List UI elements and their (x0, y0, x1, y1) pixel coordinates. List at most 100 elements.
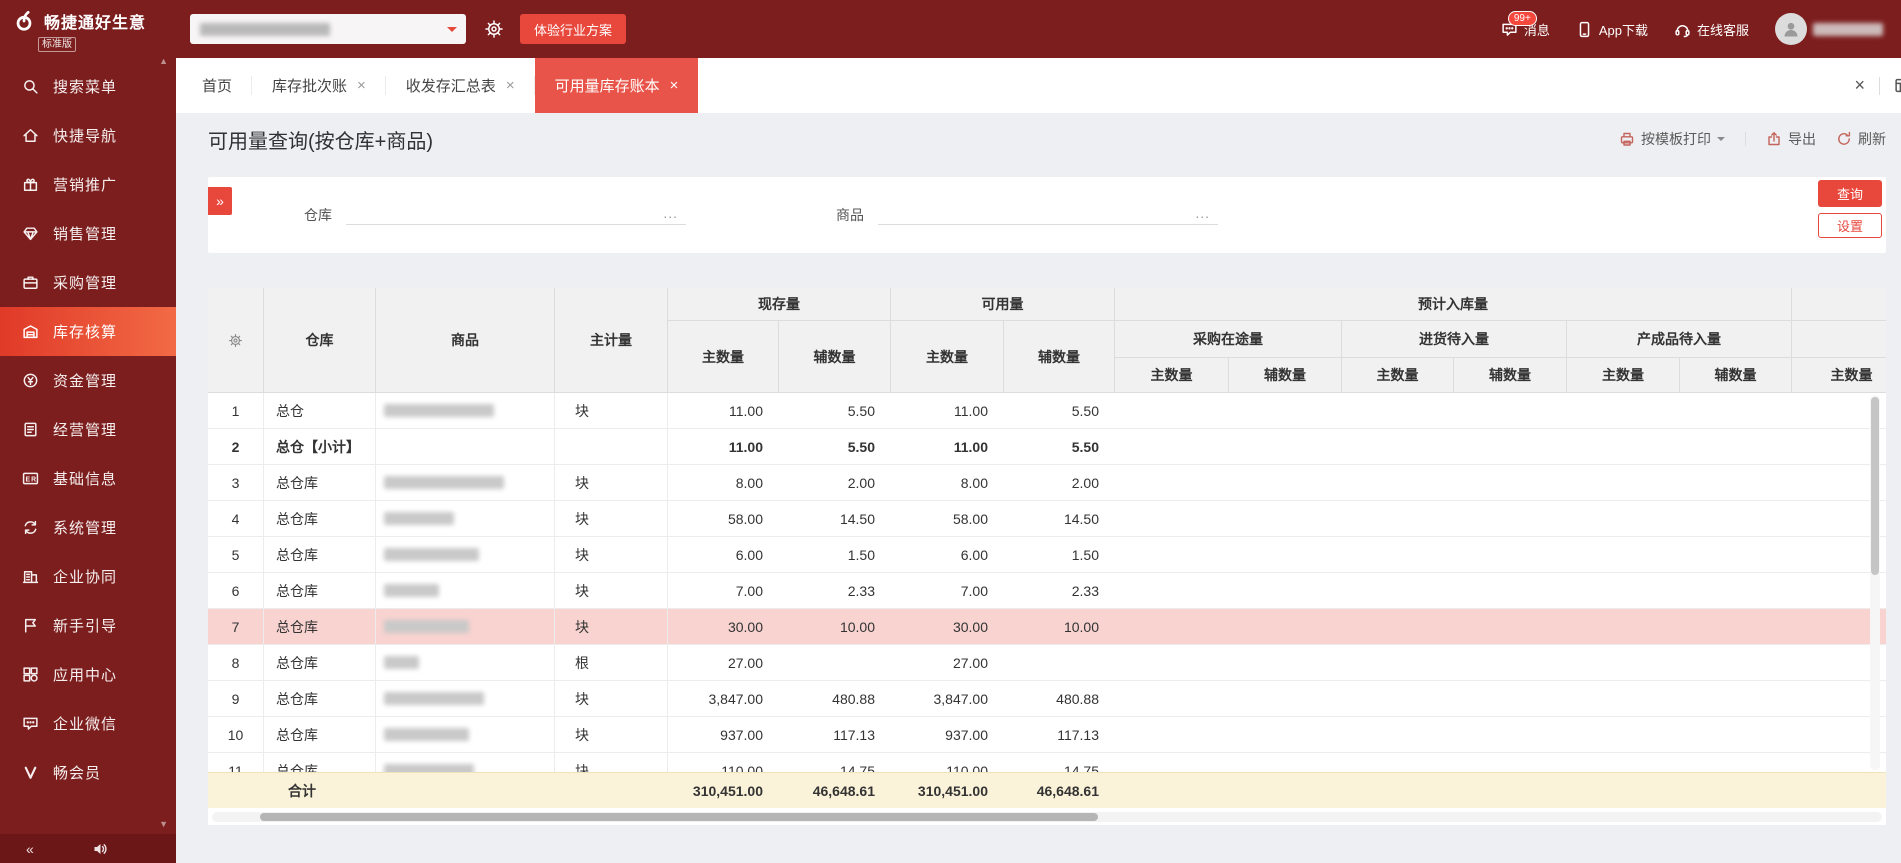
messages-button[interactable]: 消息 99+ (1501, 10, 1550, 39)
product-cell (376, 753, 555, 772)
available-main-qty-cell: 11.00 (891, 393, 1004, 429)
purchase-transit-main-cell (1115, 393, 1229, 429)
purchase-transit-aux-cell (1229, 393, 1342, 429)
horizontal-scrollbar-thumb[interactable] (260, 813, 1098, 821)
table-row[interactable]: 10 总仓库 块 937.00 117.13 937.00 117.13 (208, 717, 1886, 753)
gear-icon[interactable] (484, 19, 504, 39)
column-settings-button[interactable] (208, 288, 264, 393)
page-header: 可用量查询(按仓库+商品) 按模板打印 导出 刷新 (176, 113, 1901, 165)
app-download-button[interactable]: App下载 (1576, 20, 1648, 39)
finished-pending-aux-cell (1680, 609, 1792, 645)
tab-close-icon[interactable]: × (357, 77, 366, 94)
headset-icon (1674, 21, 1691, 38)
table-row[interactable]: 1 总仓 块 11.00 5.50 11.00 5.50 (208, 393, 1886, 429)
query-button[interactable]: 查询 (1818, 180, 1882, 207)
sidebar-item-5[interactable]: 采购管理 (0, 258, 176, 307)
current-main-qty-cell: 110.00 (668, 753, 779, 773)
table-row[interactable]: 8 总仓库 根 27.00 27.00 (208, 645, 1886, 681)
sidebar-item-15[interactable]: 畅会员 (0, 748, 176, 797)
collapse-sidebar-icon[interactable]: « (26, 840, 34, 857)
current-main-qty-cell: 27.00 (668, 645, 779, 681)
redacted-product-name (384, 476, 504, 489)
col-header-main-qty: 主数量 (668, 321, 779, 393)
col-header-main-qty: 主数量 (891, 321, 1004, 393)
workspace-select[interactable] (190, 14, 466, 44)
table-row[interactable]: 9 总仓库 块 3,847.00 480.88 3,847.00 480.88 (208, 681, 1886, 717)
table-row[interactable]: 2 总仓【小计】 11.00 5.50 11.00 5.50 (208, 429, 1886, 465)
layout-panel-icon[interactable] (1894, 77, 1901, 94)
redacted-user-name (1813, 22, 1883, 36)
sidebar-item-11[interactable]: 企业协同 (0, 552, 176, 601)
table-row[interactable]: 5 总仓库 块 6.00 1.50 6.00 1.50 (208, 537, 1886, 573)
tab-close-icon[interactable]: × (669, 77, 679, 94)
sidebar-item-13[interactable]: 应用中心 (0, 650, 176, 699)
horizontal-scrollbar[interactable] (212, 812, 1882, 822)
speaker-icon[interactable] (92, 841, 108, 857)
table-row[interactable]: 3 总仓库 块 8.00 2.00 8.00 2.00 (208, 465, 1886, 501)
purchase-pending-main-cell (1342, 393, 1454, 429)
refresh-icon (1836, 131, 1852, 147)
expand-filters-button[interactable]: » (208, 187, 232, 215)
sidebar-item-3[interactable]: 营销推广 (0, 160, 176, 209)
current-aux-qty-cell: 1.50 (779, 537, 891, 573)
vertical-scrollbar[interactable] (1870, 395, 1880, 770)
sidebar-item-7[interactable]: 资金管理 (0, 356, 176, 405)
refresh-button[interactable]: 刷新 (1836, 129, 1886, 149)
current-aux-qty-cell: 14.75 (779, 753, 891, 773)
sidebar-item-label: 经营管理 (53, 422, 118, 439)
sidebar-item-12[interactable]: 新手引导 (0, 601, 176, 650)
menu-scroll-up-icon[interactable]: ▲ (159, 56, 168, 66)
table-row[interactable]: 11 总仓库 块 110.00 14.75 110.00 14.75 (208, 753, 1886, 772)
unit-cell: 块 (555, 717, 668, 753)
warehouse-icon (22, 323, 39, 340)
warehouse-input[interactable]: ... (346, 201, 686, 225)
unit-cell: 块 (555, 573, 668, 609)
tab-3[interactable]: 收发存汇总表 × (386, 58, 535, 113)
tab-2[interactable]: 库存批次账 × (252, 58, 386, 113)
product-picker-button[interactable]: ... (1195, 205, 1210, 221)
sidebar-item-4[interactable]: 销售管理 (0, 209, 176, 258)
purchase-pending-main-cell (1342, 717, 1454, 753)
online-support-button[interactable]: 在线客服 (1674, 20, 1749, 39)
col-header-main-qty: 主数量 (1792, 358, 1886, 393)
sidebar-item-label: 快捷导航 (53, 128, 118, 145)
tab-close-icon[interactable]: × (505, 77, 515, 94)
product-input[interactable]: ... (878, 201, 1218, 225)
current-aux-qty-cell: 117.13 (779, 717, 891, 753)
finished-pending-aux-cell (1680, 537, 1792, 573)
current-main-qty-cell: 937.00 (668, 717, 779, 753)
sidebar-item-label: 系统管理 (53, 520, 118, 537)
table-row[interactable]: 7 总仓库 块 30.00 10.00 30.00 10.00 (208, 609, 1886, 645)
sidebar-item-10[interactable]: 系统管理 (0, 503, 176, 552)
sidebar-footer: « (0, 834, 176, 863)
close-icon[interactable]: × (1854, 75, 1865, 95)
menu-scroll-down-icon[interactable]: ▼ (159, 819, 168, 829)
warehouse-picker-button[interactable]: ... (663, 205, 678, 221)
vertical-scrollbar-thumb[interactable] (1871, 397, 1879, 575)
available-main-qty-cell: 27.00 (891, 645, 1004, 681)
printer-icon (1619, 131, 1635, 147)
chevron-down-icon (447, 27, 457, 37)
export-button[interactable]: 导出 (1766, 129, 1816, 149)
finished-pending-aux-cell (1680, 645, 1792, 681)
sidebar-item-14[interactable]: 企业微信 (0, 699, 176, 748)
results-table: 仓库 商品 主计量 现存量 可用量 预计入库量 主数量 辅数量 主数量 辅数量 … (208, 288, 1886, 825)
sidebar-item-9[interactable]: ER 基础信息 (0, 454, 176, 503)
warehouse-cell: 总仓【小计】 (264, 429, 376, 465)
purchase-pending-aux-cell (1454, 645, 1567, 681)
settings-button[interactable]: 设置 (1818, 213, 1882, 238)
table-row[interactable]: 4 总仓库 块 58.00 14.50 58.00 14.50 (208, 501, 1886, 537)
table-row[interactable]: 6 总仓库 块 7.00 2.33 7.00 2.33 (208, 573, 1886, 609)
sidebar-item-8[interactable]: 经营管理 (0, 405, 176, 454)
user-account[interactable] (1775, 13, 1883, 45)
sidebar-item-2[interactable]: 快捷导航 (0, 111, 176, 160)
tab-1[interactable]: 首页 × (182, 58, 253, 113)
sidebar-item-1[interactable]: 搜索菜单 (0, 62, 176, 111)
trial-plan-button[interactable]: 体验行业方案 (520, 14, 627, 44)
print-template-button[interactable]: 按模板打印 (1619, 129, 1725, 149)
tab-4[interactable]: 可用量库存账本 × (534, 58, 699, 113)
support-label: 在线客服 (1696, 22, 1749, 38)
tab-label: 收发存汇总表 (405, 78, 496, 95)
sidebar-item-6[interactable]: 库存核算 (0, 307, 176, 356)
total-label: 合计 (288, 782, 316, 799)
